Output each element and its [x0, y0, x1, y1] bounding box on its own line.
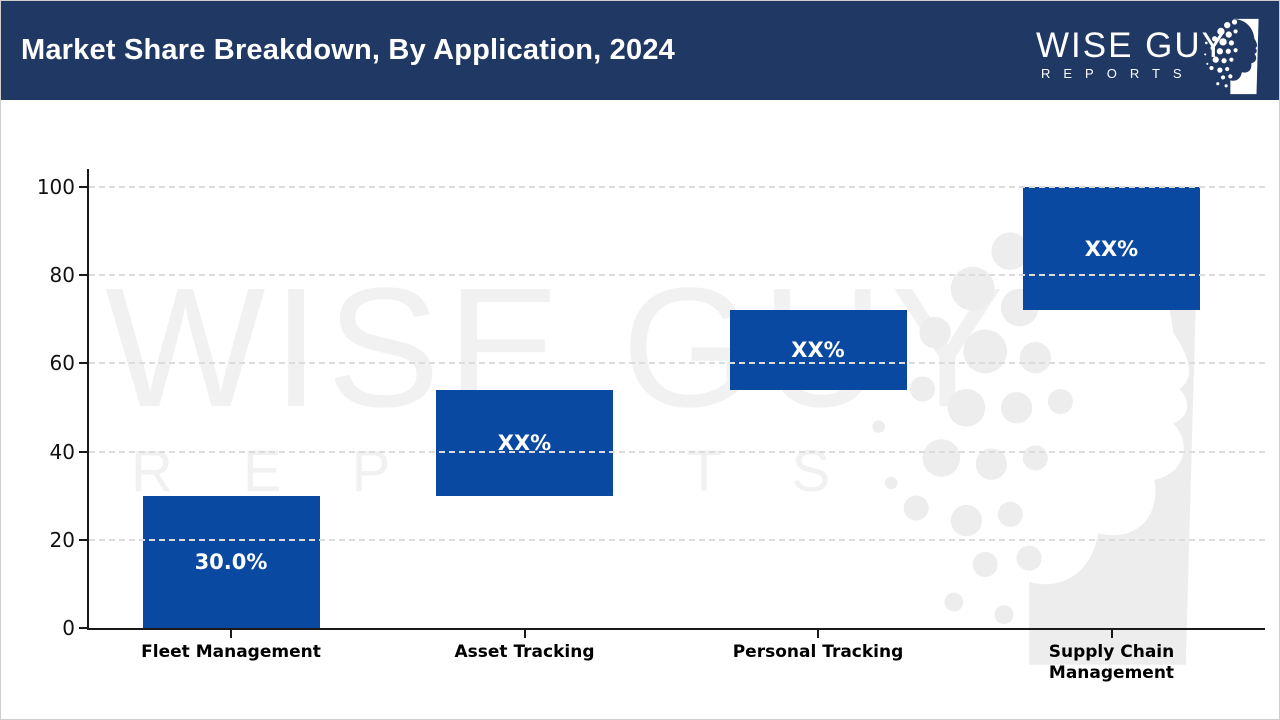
x-tick — [1110, 630, 1113, 638]
x-tick — [817, 630, 819, 638]
bar — [142, 495, 320, 628]
gridline — [89, 538, 1265, 541]
x-tick-label: Asset Tracking — [454, 642, 595, 662]
y-tick-label: 60 — [49, 351, 75, 376]
y-tick-label: 0 — [62, 616, 75, 640]
y-tick — [79, 450, 87, 453]
x-axis-line — [87, 628, 1265, 630]
header-bar: Market Share Breakdown, By Application, … — [1, 1, 1279, 100]
bar-value-label: XX% — [791, 338, 845, 363]
x-tick-label: Personal Tracking — [732, 642, 904, 662]
x-tick-label: Fleet Management — [141, 642, 321, 662]
gridline — [89, 186, 1265, 188]
bar-value-label: XX% — [1084, 236, 1139, 261]
y-tick — [79, 362, 87, 365]
x-tick-label: Supply Chain Management — [1048, 642, 1175, 683]
y-axis-line — [87, 169, 89, 630]
x-tick — [230, 630, 232, 638]
y-tick-label: 80 — [49, 263, 75, 288]
x-tick — [523, 630, 526, 638]
y-tick-label: 40 — [49, 439, 75, 464]
bar-value-label: 30.0% — [194, 549, 268, 574]
page-title: Market Share Breakdown, By Application, … — [21, 34, 675, 66]
gridline — [89, 274, 1265, 277]
y-tick — [79, 274, 87, 277]
gridline — [89, 362, 1265, 365]
logo-face-icon — [1200, 12, 1268, 100]
bar — [436, 389, 613, 496]
brand-logo: WISE GUY REPORTS — [1008, 8, 1270, 94]
y-tick — [79, 627, 87, 629]
y-tick-label: 100 — [36, 175, 75, 199]
y-tick-label: 20 — [49, 527, 75, 552]
logo-text-secondary: REPORTS — [1041, 66, 1195, 81]
logo-text-primary: WISE GUY — [1036, 26, 1228, 65]
bar-value-label: XX% — [497, 430, 552, 455]
y-tick — [79, 538, 87, 541]
y-tick — [79, 186, 87, 188]
gridline — [89, 450, 1265, 453]
